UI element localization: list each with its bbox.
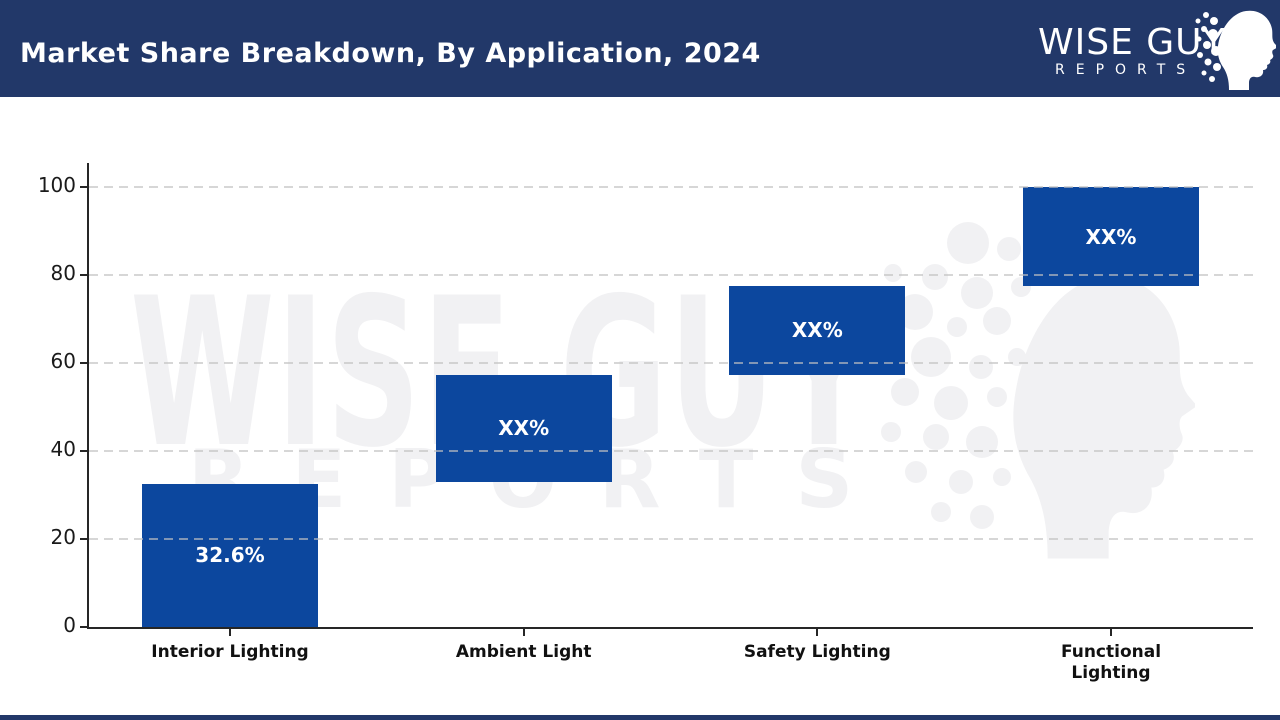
chart-area: WISE GUY REPORTS 02040608010032.6%XX%XX%… bbox=[0, 97, 1280, 715]
gridline-40 bbox=[89, 450, 1253, 452]
y-tick-40 bbox=[80, 450, 87, 452]
gridline-60 bbox=[89, 362, 1253, 364]
y-tick-label-0: 0 bbox=[63, 613, 76, 637]
y-tick-label-40: 40 bbox=[50, 437, 76, 461]
bar-value-label-2: XX% bbox=[498, 416, 550, 441]
y-tick-60 bbox=[80, 362, 87, 364]
x-category-label-4: Functional Lighting bbox=[1060, 642, 1162, 684]
logo-wordmark: WISE GUY bbox=[1038, 22, 1226, 63]
page-title: Market Share Breakdown, By Application, … bbox=[20, 38, 761, 69]
x-tick-1 bbox=[229, 629, 231, 636]
header-band: Market Share Breakdown, By Application, … bbox=[0, 0, 1280, 97]
y-tick-20 bbox=[80, 538, 87, 540]
x-category-label-1: Interior Lighting bbox=[151, 642, 309, 662]
x-axis-line bbox=[87, 627, 1253, 629]
gridline-20 bbox=[89, 538, 1253, 540]
bar-value-label-4: XX% bbox=[1085, 224, 1137, 249]
watermark-head-icon bbox=[874, 222, 1195, 559]
y-tick-80 bbox=[80, 274, 87, 276]
bar-2 bbox=[435, 374, 612, 482]
wise-guy-logo: WISE GUY REPORTS bbox=[1028, 4, 1276, 94]
y-axis-line bbox=[87, 163, 89, 629]
x-tick-4 bbox=[1110, 629, 1112, 636]
x-category-label-3: Safety Lighting bbox=[743, 642, 891, 662]
logo-subtitle: REPORTS bbox=[1055, 62, 1197, 78]
y-tick-label-20: 20 bbox=[50, 525, 76, 549]
y-tick-label-80: 80 bbox=[50, 261, 76, 285]
y-tick-0 bbox=[80, 626, 87, 628]
bar-value-label-1: 32.6% bbox=[195, 543, 265, 568]
y-tick-100 bbox=[80, 186, 87, 188]
x-tick-2 bbox=[522, 629, 525, 636]
y-tick-label-60: 60 bbox=[50, 349, 76, 373]
bar-4 bbox=[1023, 187, 1199, 286]
gridline-80 bbox=[89, 274, 1253, 276]
gridline-100 bbox=[89, 186, 1253, 188]
x-tick-3 bbox=[816, 629, 819, 636]
y-tick-label-100: 100 bbox=[37, 173, 76, 197]
bar-3 bbox=[729, 285, 906, 375]
wise-guy-head-icon bbox=[1195, 10, 1276, 90]
x-category-label-2: Ambient Light bbox=[455, 642, 592, 662]
bar-value-label-3: XX% bbox=[791, 318, 843, 343]
footer-band bbox=[0, 715, 1280, 720]
bar-1 bbox=[142, 483, 318, 627]
